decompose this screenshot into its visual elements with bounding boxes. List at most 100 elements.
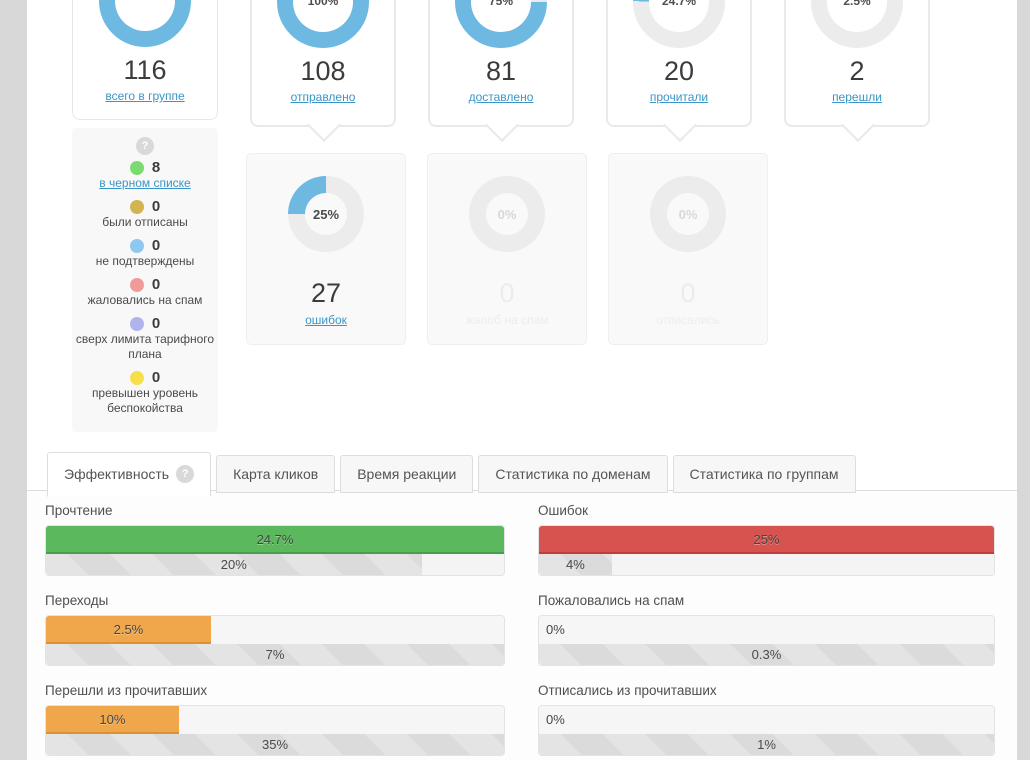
clicks-from-reads-value-label: 10%	[46, 706, 179, 734]
secondary-cards-row: 25% 27 ошибок 0% 0 жалоб на спам 0% 0 от…	[246, 153, 768, 345]
donut-spam-icon: 0%	[469, 176, 545, 252]
summary-card-sent: 100% 108 отправлено	[250, 0, 396, 127]
clicks-from-reads-section: Перешли из прочитавших 10% 35%	[45, 683, 505, 756]
errors-title: Ошибок	[538, 503, 995, 518]
reads-value-label: 24.7%	[46, 526, 504, 554]
clicks-section: Переходы 2.5% 7%	[45, 593, 505, 666]
delivered-count: 81	[430, 56, 572, 87]
blacklist-count: 8	[152, 159, 160, 176]
donut-delivered-percent: 75%	[484, 0, 518, 10]
spam-count: 0	[428, 278, 586, 309]
total-link[interactable]: всего в группе	[73, 89, 217, 103]
tab-reaction-time[interactable]: Время реакции	[340, 455, 473, 493]
unsub-from-reads-bars: 0% 1%	[538, 705, 995, 756]
donut-errors-icon: 25%	[288, 176, 364, 252]
unsub-from-reads-title: Отписались из прочитавших	[538, 683, 995, 698]
tab-group-stats[interactable]: Статистика по группам	[673, 455, 856, 493]
clicks-title: Переходы	[45, 593, 505, 608]
errors-percent: 25%	[288, 176, 364, 252]
errors-avg-label: 4%	[539, 554, 612, 575]
donut-delivered-icon: 75%	[455, 0, 547, 48]
summary-card-delivered: 75% 81 доставлено	[428, 0, 574, 127]
errors-bars: 25% 4%	[538, 525, 995, 576]
legend-item-over-limit: 0 сверх лимита тарифного плана	[72, 315, 218, 362]
spam-section: Пожаловались на спам 0% 0.3%	[538, 593, 995, 666]
spam-label: жалоб на спам	[428, 313, 586, 327]
spam-bars: 0% 0.3%	[538, 615, 995, 666]
unconfirmed-dot-icon	[130, 239, 144, 253]
group-legend-panel: ? 8 в черном списке 0 были отписаны 0 не…	[72, 128, 218, 432]
tab-click-map[interactable]: Карта кликов	[216, 455, 335, 493]
donut-read-percent: 24.7%	[657, 0, 701, 10]
spam-avg-label: 0.3%	[539, 644, 994, 665]
errors-count: 27	[247, 278, 405, 309]
unconfirmed-count: 0	[152, 237, 160, 254]
spam-percent: 0%	[469, 176, 545, 252]
stats-tabs: Эффективность ? Карта кликов Время реакц…	[47, 452, 856, 497]
reads-bars: 24.7% 20%	[45, 525, 505, 576]
tab-effectiveness-label: Эффективность	[64, 466, 169, 482]
tab-effectiveness[interactable]: Эффективность ?	[47, 452, 211, 497]
unsub-label: отписались	[609, 313, 767, 327]
unsub-count: 0	[609, 278, 767, 309]
total-count: 116	[73, 55, 217, 86]
unsubscribed-count: 0	[152, 198, 160, 215]
legend-help-icon[interactable]: ?	[136, 137, 154, 155]
over-limit-count: 0	[152, 315, 160, 332]
unsubscribed-card: 0% 0 отписались	[608, 153, 768, 345]
clicks-from-reads-title: Перешли из прочитавших	[45, 683, 505, 698]
legend-item-anxiety-level: 0 превышен уровень беспокойства	[72, 369, 218, 416]
anxiety-level-label: превышен уровень беспокойства	[72, 386, 218, 416]
errors-card: 25% 27 ошибок	[246, 153, 406, 345]
donut-clicked-percent: 2.5%	[838, 0, 875, 10]
donut-sent-percent: 100%	[303, 0, 344, 10]
clicks-avg-label: 7%	[46, 644, 504, 665]
clicks-from-reads-avg-label: 35%	[46, 734, 504, 755]
summary-card-total: 116 всего в группе	[72, 0, 218, 120]
reads-title: Прочтение	[45, 503, 505, 518]
over-limit-dot-icon	[130, 317, 144, 331]
summary-card-clicked: 2.5% 2 перешли	[784, 0, 930, 127]
donut-clicked-icon: 2.5%	[811, 0, 903, 48]
unsub-from-reads-value-label: 0%	[546, 706, 565, 734]
read-link[interactable]: прочитали	[608, 90, 750, 104]
sent-link[interactable]: отправлено	[252, 90, 394, 104]
clicks-value-label: 2.5%	[46, 616, 211, 644]
errors-link[interactable]: ошибок	[247, 313, 405, 327]
donut-unsub-icon: 0%	[650, 176, 726, 252]
unsub-from-reads-section: Отписались из прочитавших 0% 1%	[538, 683, 995, 756]
spam-complaints-card: 0% 0 жалоб на спам	[427, 153, 587, 345]
page-gutter-right[interactable]	[1017, 0, 1030, 760]
over-limit-label: сверх лимита тарифного плана	[72, 332, 218, 362]
read-count: 20	[608, 56, 750, 87]
donut-sent-icon: 100%	[277, 0, 369, 48]
clicked-count: 2	[786, 56, 928, 87]
clicks-from-reads-bars: 10% 35%	[45, 705, 505, 756]
effectiveness-right-column: Ошибок 25% 4% Пожаловались на спам 0% 0.…	[538, 503, 995, 773]
summary-card-read: 24.7% 20 прочитали	[606, 0, 752, 127]
spam-value-label: 0%	[546, 616, 565, 644]
errors-section: Ошибок 25% 4%	[538, 503, 995, 576]
tab-help-icon[interactable]: ?	[176, 465, 194, 483]
summary-cards-row: 116 всего в группе 100% 108 отправлено 7…	[72, 0, 930, 127]
clicked-link[interactable]: перешли	[786, 90, 928, 104]
errors-value-label: 25%	[539, 526, 994, 554]
spam-title: Пожаловались на спам	[538, 593, 995, 608]
blacklist-dot-icon	[130, 161, 144, 175]
unsub-percent: 0%	[650, 176, 726, 252]
anxiety-level-count: 0	[152, 369, 160, 386]
unsub-from-reads-avg-label: 1%	[539, 734, 994, 755]
donut-read-icon: 24.7%	[633, 0, 725, 48]
anxiety-level-dot-icon	[130, 371, 144, 385]
page-gutter-left	[0, 0, 27, 760]
clicks-bars: 2.5% 7%	[45, 615, 505, 666]
blacklist-link[interactable]: в черном списке	[72, 176, 218, 191]
donut-total-icon	[99, 0, 191, 47]
spam-complaint-count: 0	[152, 276, 160, 293]
legend-item-spam-complaint: 0 жаловались на спам	[72, 276, 218, 308]
legend-item-blacklist: 8 в черном списке	[72, 159, 218, 191]
spam-complaint-dot-icon	[130, 278, 144, 292]
delivered-link[interactable]: доставлено	[430, 90, 572, 104]
unconfirmed-label: не подтверждены	[72, 254, 218, 269]
tab-domain-stats[interactable]: Статистика по доменам	[478, 455, 667, 493]
